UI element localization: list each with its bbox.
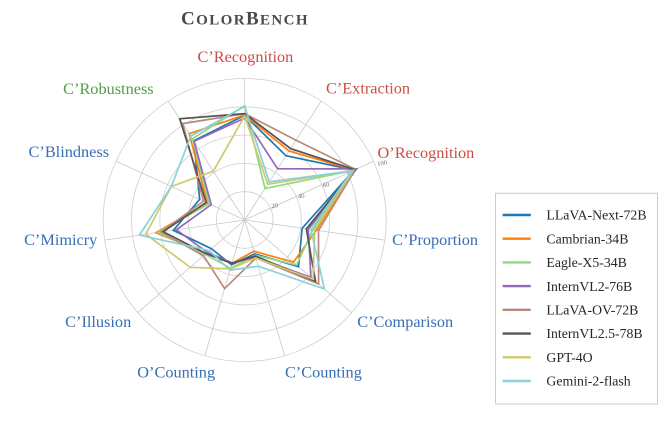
svg-text:LLaVA-OV-72B: LLaVA-OV-72B <box>546 303 638 318</box>
svg-text:100: 100 <box>377 159 388 168</box>
svg-text:COLORBENCH: COLORBENCH <box>181 9 309 30</box>
svg-text:O’Counting: O’Counting <box>137 363 215 382</box>
svg-text:LLaVA-Next-72B: LLaVA-Next-72B <box>546 208 646 223</box>
svg-text:InternVL2.5-78B: InternVL2.5-78B <box>546 326 642 341</box>
svg-text:GPT-4O: GPT-4O <box>546 350 592 365</box>
svg-text:C’Blindness: C’Blindness <box>29 142 110 161</box>
svg-text:C’Comparison: C’Comparison <box>357 312 453 331</box>
svg-text:C’Recognition: C’Recognition <box>197 47 293 66</box>
svg-text:C’Proportion: C’Proportion <box>392 230 478 249</box>
svg-text:C’Mimicry: C’Mimicry <box>24 230 98 249</box>
svg-text:60: 60 <box>322 181 330 189</box>
svg-text:40: 40 <box>298 193 306 201</box>
svg-text:C’Extraction: C’Extraction <box>326 78 410 97</box>
svg-text:C’Counting: C’Counting <box>285 363 362 382</box>
svg-text:C’Robustness: C’Robustness <box>63 79 153 98</box>
svg-text:Gemini-2-flash: Gemini-2-flash <box>546 374 630 389</box>
svg-text:C’Illusion: C’Illusion <box>65 312 131 331</box>
svg-text:InternVL2-76B: InternVL2-76B <box>546 279 632 294</box>
svg-text:Eagle-X5-34B: Eagle-X5-34B <box>546 255 626 270</box>
svg-text:20: 20 <box>271 202 279 210</box>
svg-text:O’Recognition: O’Recognition <box>378 143 475 162</box>
svg-text:Cambrian-34B: Cambrian-34B <box>546 231 628 246</box>
